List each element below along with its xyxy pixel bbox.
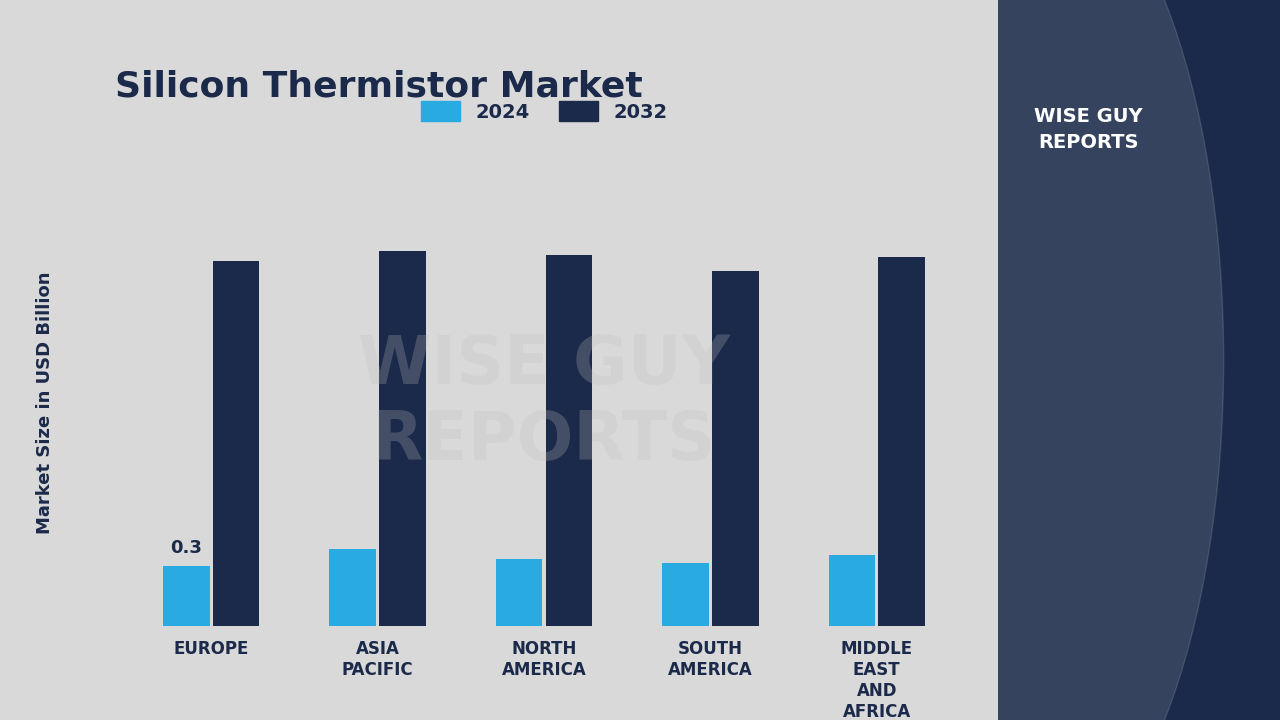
Bar — [828, 555, 876, 626]
Text: Market Size in USD Billion: Market Size in USD Billion — [36, 272, 54, 534]
Text: WISE GUY
REPORTS: WISE GUY REPORTS — [1034, 107, 1142, 153]
Bar — [212, 261, 260, 626]
Text: Silicon Thermistor Market: Silicon Thermistor Market — [115, 69, 643, 104]
Bar — [379, 251, 426, 626]
Circle shape — [829, 0, 1224, 720]
Text: 0.3: 0.3 — [170, 539, 202, 557]
Text: WISE GUY
REPORTS: WISE GUY REPORTS — [358, 332, 730, 474]
Bar — [163, 565, 210, 626]
Bar — [662, 564, 709, 626]
Legend: 2024, 2032: 2024, 2032 — [411, 91, 677, 132]
Bar — [329, 549, 376, 626]
Bar — [712, 271, 759, 626]
Bar — [545, 255, 593, 626]
Bar — [878, 257, 925, 626]
Bar — [495, 559, 543, 626]
